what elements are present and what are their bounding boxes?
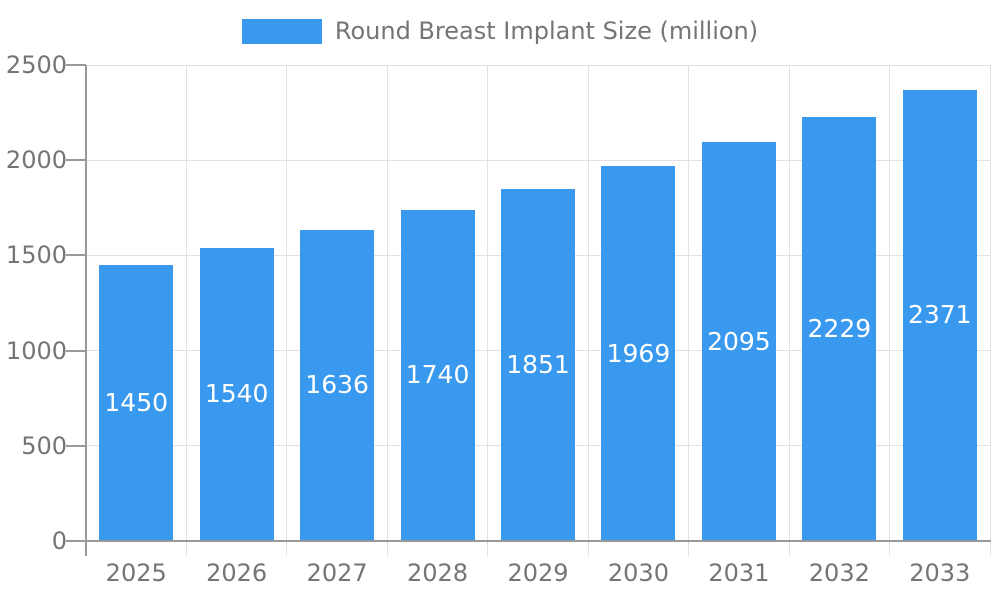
- y-axis-tick: [66, 64, 86, 66]
- gridline-horizontal: [86, 159, 990, 161]
- x-axis-tick: [386, 542, 388, 556]
- y-axis-tick: [66, 254, 86, 257]
- bar-value-label: 1540: [204, 379, 269, 409]
- x-axis-label: 2026: [206, 559, 268, 587]
- y-axis-label: 0: [51, 527, 67, 555]
- bar[interactable]: [802, 116, 877, 541]
- gridline-vertical: [788, 65, 790, 541]
- y-axis-tick: [66, 159, 86, 162]
- x-axis-label: 2030: [607, 559, 669, 587]
- y-axis-tick: [66, 540, 86, 542]
- x-axis-label: 2029: [507, 559, 569, 587]
- bar-value-label: 1740: [405, 360, 470, 390]
- gridline-vertical: [587, 65, 589, 541]
- x-axis-label: 2031: [708, 559, 770, 587]
- bar[interactable]: [199, 247, 274, 541]
- x-axis-label: 2027: [306, 559, 368, 587]
- x-axis-tick: [889, 542, 891, 556]
- x-axis-label: 2032: [808, 559, 870, 587]
- bar-value-label: 2229: [807, 313, 872, 343]
- bar-value-label: 1636: [305, 370, 369, 400]
- y-axis-tick: [66, 444, 86, 447]
- x-axis-tick: [989, 542, 991, 556]
- y-axis-label: 1500: [5, 241, 67, 270]
- x-axis-tick: [487, 542, 489, 556]
- bar[interactable]: [400, 209, 475, 541]
- bar[interactable]: [601, 166, 676, 541]
- bar-value-label: 2371: [907, 300, 972, 330]
- x-axis-tick: [788, 542, 790, 556]
- gridline-vertical: [688, 65, 690, 541]
- x-axis-label: 2025: [105, 559, 167, 587]
- x-axis-label: 2033: [909, 559, 971, 587]
- bar[interactable]: [99, 264, 174, 541]
- bar-value-label: 1969: [606, 338, 671, 368]
- gridline-vertical: [185, 65, 187, 541]
- gridline-vertical: [889, 65, 891, 541]
- bar[interactable]: [902, 89, 977, 541]
- y-axis-label: 500: [21, 431, 67, 460]
- gridline-vertical: [286, 65, 288, 541]
- x-axis-tick: [286, 542, 288, 556]
- gridline-vertical: [989, 65, 991, 541]
- bar-value-label: 2095: [707, 326, 771, 356]
- x-axis-tick: [688, 542, 690, 556]
- x-axis-tick: [587, 542, 589, 556]
- gridline-horizontal: [86, 64, 990, 66]
- bar[interactable]: [300, 229, 375, 541]
- y-axis-label: 1000: [5, 336, 67, 365]
- y-axis-label: 2500: [5, 51, 67, 79]
- legend-label: Round Breast Implant Size (million): [334, 17, 759, 45]
- y-axis-label: 2000: [5, 146, 67, 175]
- bar-value-label: 1450: [104, 387, 169, 417]
- bar-value-label: 1851: [506, 349, 570, 379]
- gridline-vertical: [386, 65, 388, 541]
- bar[interactable]: [701, 142, 776, 541]
- chart-legend[interactable]: Round Breast Implant Size (million): [0, 17, 1000, 45]
- y-axis-line: [85, 65, 87, 556]
- x-axis-line: [85, 540, 991, 542]
- x-axis-label: 2028: [407, 559, 469, 587]
- y-axis-tick: [66, 349, 86, 352]
- gridline-vertical: [487, 65, 489, 541]
- x-axis-tick: [185, 542, 187, 556]
- bar[interactable]: [501, 188, 575, 541]
- legend-color-swatch: [241, 18, 322, 44]
